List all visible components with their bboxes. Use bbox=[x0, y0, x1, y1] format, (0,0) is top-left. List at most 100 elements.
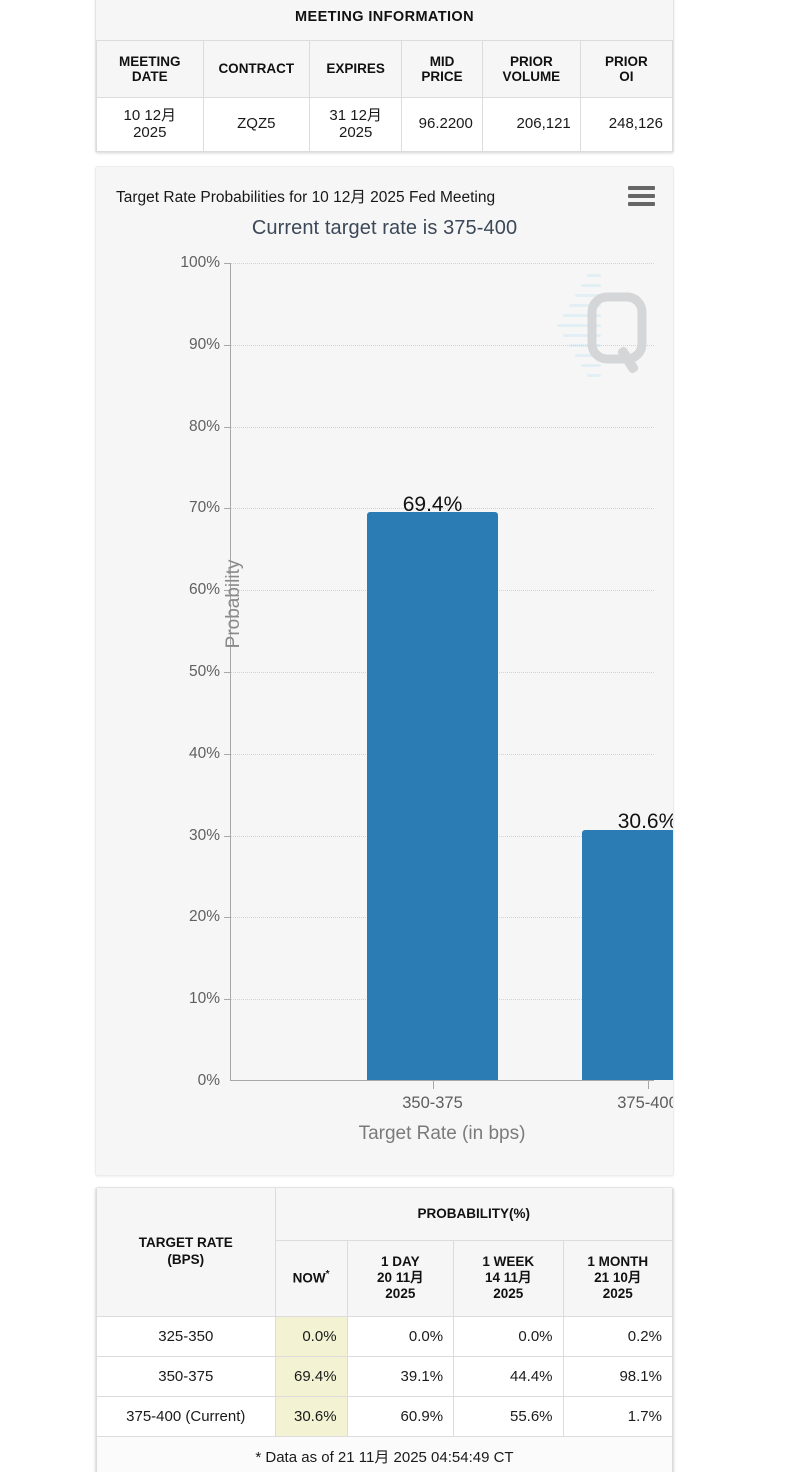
y-axis-title: Probability bbox=[223, 559, 244, 649]
expires-l1: 31 12月 bbox=[329, 106, 382, 124]
col-one-week: 1 WEEK 14 11月 2025 bbox=[453, 1240, 564, 1317]
cell-one-week: 44.4% bbox=[453, 1355, 564, 1397]
table-header-group-row: TARGET RATE (BPS) PROBABILITY(%) bbox=[96, 1188, 673, 1317]
target-rate-probabilities-chart: Target Rate Probabilities for 10 12月 202… bbox=[95, 166, 674, 1176]
col-mid-price-l2: PRICE bbox=[421, 68, 463, 84]
probability-table-panel: TARGET RATE (BPS) PROBABILITY(%) NOW* 1 … bbox=[95, 1187, 674, 1472]
ytick-mark-20 bbox=[224, 917, 231, 919]
gridline-70 bbox=[231, 508, 654, 510]
expires-l2: 2025 bbox=[338, 124, 373, 141]
chart-header-title: Target Rate Probabilities for 10 12月 202… bbox=[116, 189, 496, 206]
cell-one-week: 0.0% bbox=[453, 1315, 564, 1357]
cell-one-month: 98.1% bbox=[562, 1355, 673, 1397]
col-now: NOW* bbox=[274, 1240, 348, 1317]
ytick-mark-60 bbox=[224, 590, 231, 592]
bar-375-400[interactable] bbox=[582, 829, 673, 1080]
col-meeting-date: MEETING DATE bbox=[96, 41, 204, 98]
col-one-month-l2: 21 10月 bbox=[594, 1270, 642, 1286]
hamburger-bar-1 bbox=[628, 186, 655, 190]
col-target-rate-l2: (BPS) bbox=[167, 1251, 205, 1267]
cell-now: 0.0% bbox=[274, 1315, 348, 1357]
chart-plot: 100% 90% 80% 70% 60% 50% 40% 30% 20% 10%… bbox=[180, 254, 673, 1175]
cell-meeting-date: 10 12月 2025 bbox=[96, 96, 204, 152]
cell-one-day: 60.9% bbox=[346, 1395, 455, 1437]
hamburger-bar-3 bbox=[628, 202, 655, 206]
cell-now: 69.4% bbox=[274, 1355, 348, 1397]
bar-label-375-400: 30.6% bbox=[617, 810, 674, 833]
ytick-label-0: 0% bbox=[197, 1072, 220, 1089]
col-meeting-date-l1: MEETING bbox=[119, 53, 181, 69]
meeting-information-panel: MEETING INFORMATION MEETING DATE CONTRAC… bbox=[95, 0, 674, 153]
xtick-mark-375-400 bbox=[647, 1080, 649, 1089]
ytick-label-30: 30% bbox=[188, 826, 220, 844]
col-prior-volume-l2: VOLUME bbox=[502, 68, 561, 84]
col-now-star: * bbox=[325, 1269, 330, 1281]
ytick-mark-40 bbox=[224, 753, 231, 755]
col-now-l1: NOW bbox=[292, 1270, 326, 1286]
ytick-mark-90 bbox=[224, 344, 231, 346]
table-footnote-row: * Data as of 21 11月 2025 04:54:49 CT bbox=[96, 1435, 673, 1472]
col-one-day-l3: 2025 bbox=[385, 1285, 416, 1301]
xtick-label-375-400: 375-400 bbox=[617, 1094, 674, 1112]
col-target-rate-l1: TARGET RATE bbox=[138, 1234, 233, 1250]
col-prior-volume-l1: PRIOR bbox=[509, 53, 553, 69]
col-one-week-l1: 1 WEEK bbox=[482, 1254, 535, 1270]
ytick-label-90: 90% bbox=[188, 335, 220, 353]
cell-prior-oi: 248,126 bbox=[579, 96, 674, 152]
xtick-label-350-375: 350-375 bbox=[402, 1094, 463, 1112]
ytick-label-50: 50% bbox=[188, 663, 220, 680]
meeting-information-title: MEETING INFORMATION bbox=[96, 0, 673, 41]
ytick-label-80: 80% bbox=[188, 417, 220, 435]
col-one-day-l1: 1 DAY bbox=[381, 1254, 420, 1270]
cell-one-month: 0.2% bbox=[562, 1315, 673, 1357]
cell-one-day: 39.1% bbox=[346, 1355, 455, 1397]
cell-contract: ZQZ5 bbox=[202, 96, 311, 152]
col-one-month-l3: 2025 bbox=[602, 1285, 633, 1301]
cell-one-week: 55.6% bbox=[453, 1395, 564, 1437]
gridline-80 bbox=[231, 426, 654, 428]
meeting-date-l2: 2025 bbox=[133, 124, 167, 141]
ytick-mark-30 bbox=[224, 835, 231, 837]
col-probability-group: PROBABILITY(%) bbox=[274, 1188, 673, 1241]
col-prior-oi: PRIOR OI bbox=[579, 41, 674, 98]
cell-rate: 350-375 bbox=[96, 1355, 276, 1397]
meeting-date-l1: 10 12月 bbox=[123, 106, 177, 124]
col-prior-oi-l1: PRIOR bbox=[605, 53, 648, 69]
hamburger-bar-2 bbox=[628, 194, 655, 198]
col-mid-price-l1: MID bbox=[429, 53, 455, 69]
bar-350-375[interactable] bbox=[367, 512, 498, 1080]
col-prior-volume: PRIOR VOLUME bbox=[481, 41, 581, 98]
col-meeting-date-l2: DATE bbox=[131, 68, 168, 84]
chart-header: Target Rate Probabilities for 10 12月 202… bbox=[96, 181, 673, 211]
col-one-day: 1 DAY 20 11月 2025 bbox=[346, 1240, 455, 1317]
cell-now: 30.6% bbox=[274, 1395, 348, 1437]
chart-subtitle: Current target rate is 375-400 bbox=[251, 217, 518, 239]
ytick-label-70: 70% bbox=[188, 499, 220, 517]
col-target-rate: TARGET RATE (BPS) bbox=[96, 1188, 276, 1317]
cell-rate: 325-350 bbox=[96, 1315, 276, 1357]
data-as-of-footnote: * Data as of 21 11月 2025 04:54:49 CT bbox=[96, 1435, 673, 1472]
table-header-sub-row: NOW* 1 DAY 20 11月 2025 1 WEEK 14 11月 202… bbox=[97, 1240, 673, 1317]
hamburger-menu-icon[interactable] bbox=[628, 186, 655, 206]
col-one-week-l3: 2025 bbox=[493, 1285, 524, 1301]
col-contract: CONTRACT bbox=[202, 41, 311, 98]
gridline-90 bbox=[231, 344, 654, 346]
bar-label-350-375: 69.4% bbox=[402, 493, 463, 516]
col-one-month-l1: 1 MONTH bbox=[587, 1254, 649, 1270]
ytick-label-20: 20% bbox=[188, 908, 220, 926]
ytick-label-10: 10% bbox=[188, 990, 220, 1008]
ytick-label-60: 60% bbox=[188, 581, 220, 599]
table-row: 10 12月 2025 ZQZ5 31 12月 2025 96.2200 206… bbox=[96, 96, 674, 152]
col-mid-price: MID PRICE bbox=[401, 41, 483, 98]
col-expires: EXPIRES bbox=[309, 41, 403, 98]
table-row: 375-400 (Current) 30.6% 60.9% 55.6% 1.7% bbox=[96, 1395, 673, 1437]
col-one-month: 1 MONTH 21 10月 2025 bbox=[562, 1240, 673, 1317]
ytick-mark-50 bbox=[224, 672, 231, 673]
ytick-mark-100 bbox=[224, 263, 231, 264]
plot-area: 100% 90% 80% 70% 60% 50% 40% 30% 20% 10%… bbox=[180, 254, 673, 1112]
table-row: 350-375 69.4% 39.1% 44.4% 98.1% bbox=[96, 1355, 673, 1397]
xtick-mark-350-375 bbox=[432, 1080, 434, 1089]
x-axis-title: Target Rate (in bps) bbox=[358, 1123, 526, 1144]
probability-table: TARGET RATE (BPS) PROBABILITY(%) NOW* 1 … bbox=[96, 1188, 673, 1472]
